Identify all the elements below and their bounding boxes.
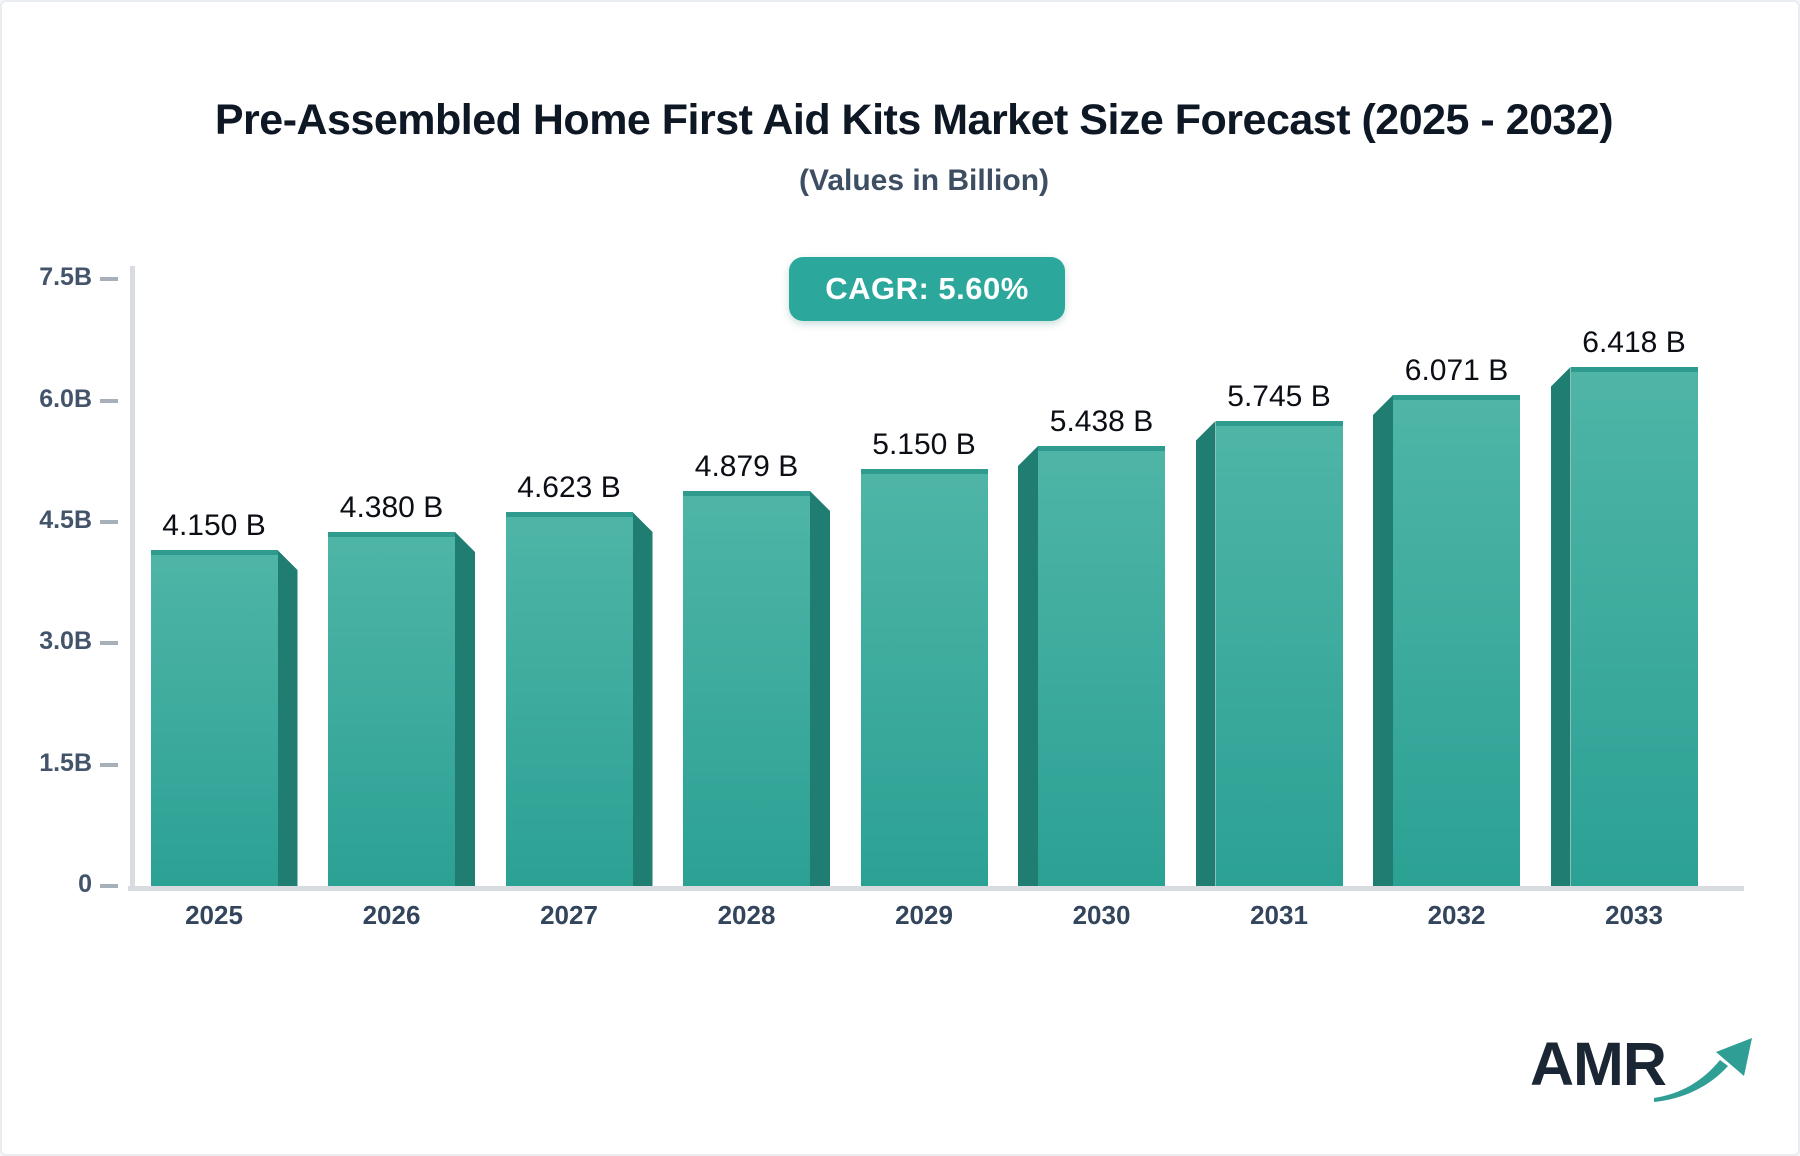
bar-2027: 4.623 B — [505, 471, 653, 886]
x-axis-line — [128, 886, 1744, 891]
y-tick-label: 0 — [78, 870, 92, 898]
bar-side-face — [810, 491, 830, 886]
bar-side-face — [277, 550, 298, 886]
bar-2030: 5.438 B — [1018, 405, 1165, 886]
bar-top-edge — [505, 512, 633, 517]
y-tick-label: 4.5B — [39, 506, 92, 534]
y-tick-label: 1.5B — [39, 749, 92, 777]
bar-2033: 6.418 B — [1550, 326, 1698, 886]
bar-top-edge — [1038, 446, 1165, 451]
bar-front-face — [505, 512, 633, 886]
cagr-badge: CAGR: 5.60% — [789, 257, 1065, 321]
x-axis-label-2025: 2025 — [185, 900, 243, 930]
y-tick-label: 6.0B — [39, 385, 92, 413]
bar-front-face — [1038, 446, 1165, 886]
bar-front-face — [150, 550, 278, 886]
amr-logo-text: AMR — [1530, 1030, 1667, 1098]
bar-value-label: 6.418 B — [1582, 326, 1686, 359]
bar-side-face — [1373, 395, 1393, 886]
bar-top-edge — [683, 491, 810, 496]
bar-2032: 6.071 B — [1373, 354, 1520, 886]
bar-value-label: 5.150 B — [872, 428, 976, 461]
bar-top-edge — [150, 550, 278, 555]
bar-side-face — [1018, 446, 1038, 886]
cagr-badge-label: CAGR: 5.60% — [825, 271, 1029, 306]
bar-2025: 4.150 B — [150, 509, 298, 886]
y-tick — [100, 520, 118, 524]
y-tick — [100, 763, 118, 767]
bar-top-edge — [1393, 395, 1520, 400]
bar-2026: 4.380 B — [328, 491, 475, 886]
x-axis-label-2032: 2032 — [1427, 900, 1486, 930]
bar-2028: 4.879 B — [683, 450, 830, 886]
bar-top-edge — [1570, 367, 1698, 372]
bar-side-face — [1195, 421, 1216, 886]
y-tick-label: 7.5B — [39, 263, 92, 291]
x-axis-label-2029: 2029 — [895, 900, 953, 930]
bar-value-label: 5.745 B — [1227, 380, 1331, 413]
bar-top-edge — [1215, 421, 1343, 426]
y-axis-line — [130, 266, 135, 891]
y-tick — [100, 399, 118, 403]
chart-title: Pre-Assembled Home First Aid Kits Market… — [214, 96, 1614, 144]
bar-value-label: 4.623 B — [517, 471, 621, 504]
bar-front-face — [1393, 395, 1520, 886]
bar-front-face — [1570, 367, 1698, 886]
bar-side-face — [455, 532, 475, 886]
x-axis-label-2031: 2031 — [1250, 900, 1308, 930]
amr-logo: AMR — [1530, 1034, 1756, 1108]
bar-2031: 5.745 B — [1195, 380, 1343, 886]
bar-front-face — [683, 491, 810, 886]
y-tick — [100, 641, 118, 645]
x-axis-label-2028: 2028 — [717, 900, 776, 930]
chart-subtitle: (Values in Billion) — [798, 164, 1050, 197]
bar-value-label: 5.438 B — [1049, 405, 1154, 438]
x-axis-label-2026: 2026 — [362, 900, 421, 930]
bar-side-face — [632, 512, 653, 886]
y-tick — [100, 277, 118, 281]
bar-value-label: 6.071 B — [1404, 354, 1509, 387]
bar-value-label: 4.150 B — [162, 509, 266, 542]
y-tick — [100, 884, 118, 888]
bar-value-label: 4.380 B — [339, 491, 444, 524]
bar-2029: 5.150 B — [860, 428, 988, 886]
bar-top-edge — [328, 532, 455, 537]
x-axis-label-2027: 2027 — [540, 900, 598, 930]
y-tick-label: 3.0B — [39, 627, 92, 655]
x-axis-label-2030: 2030 — [1072, 900, 1131, 930]
bar-front-face — [860, 469, 988, 886]
bar-side-face — [1550, 367, 1571, 886]
bar-front-face — [1215, 421, 1343, 886]
amr-arrow-icon — [1653, 1038, 1752, 1102]
bar-top-edge — [860, 469, 988, 474]
bar-value-label: 4.879 B — [694, 450, 799, 483]
x-axis-label-2033: 2033 — [1605, 900, 1663, 930]
bar-front-face — [328, 532, 455, 886]
